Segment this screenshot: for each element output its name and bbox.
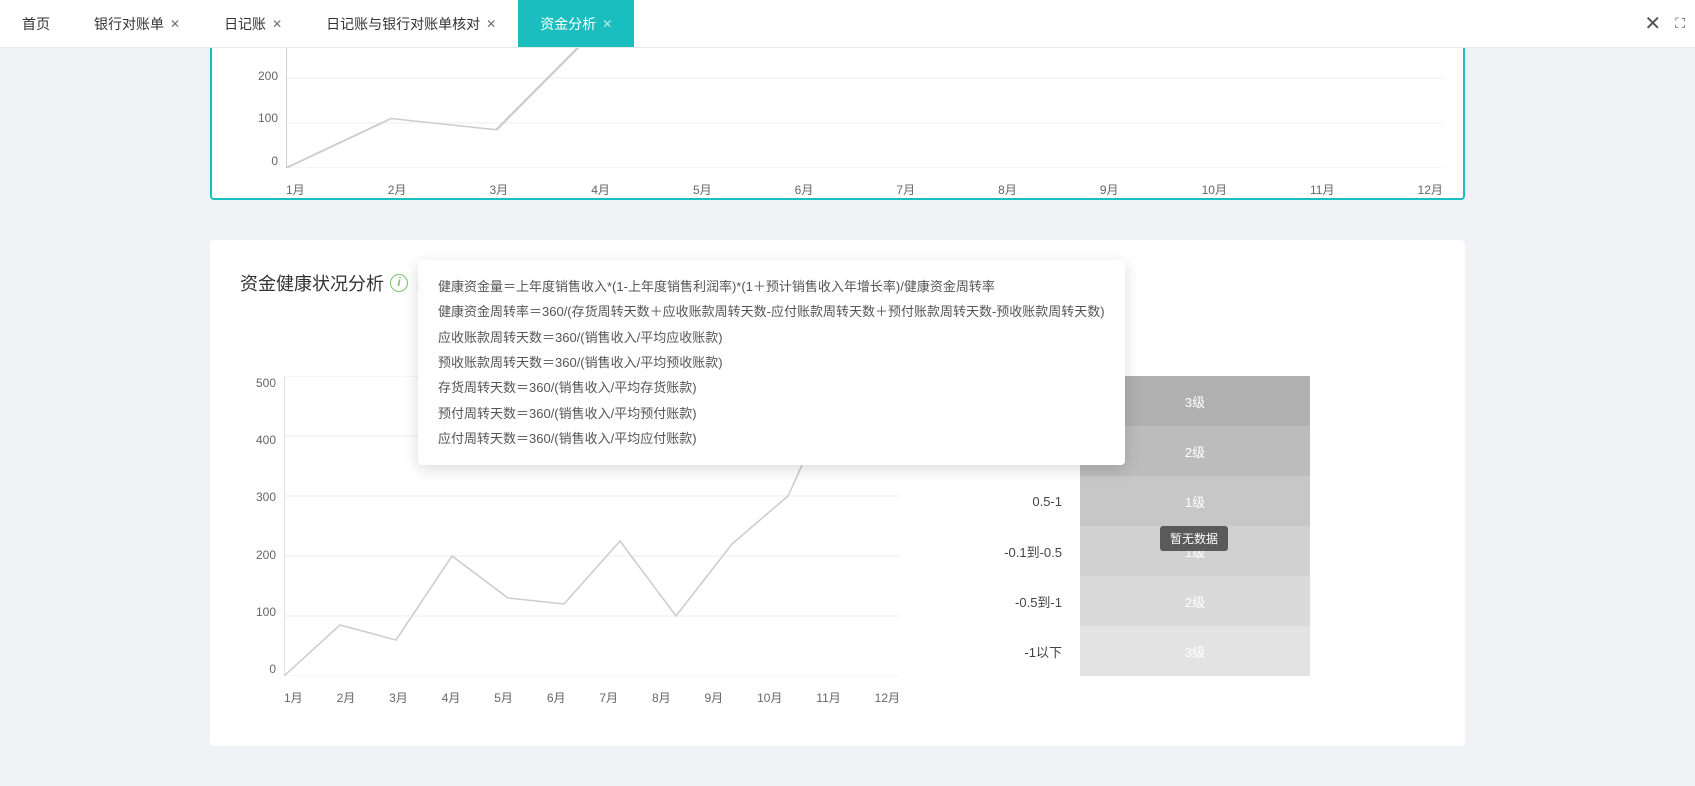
level-row: 0.5-11级	[930, 476, 1310, 526]
tabbar-right-controls: ✕ ⛶	[1644, 0, 1695, 47]
tooltip-line: 健康资金周转率＝360/(存货周转天数＋应收账款周转天数-应付账款周转天数＋预付…	[438, 299, 1105, 324]
close-icon[interactable]: ✕	[486, 17, 496, 31]
level-badge: 1级	[1080, 476, 1310, 526]
level-badge: 2级	[1080, 576, 1310, 626]
close-icon[interactable]: ✕	[170, 17, 180, 31]
tab-label: 日记账与银行对账单核对	[326, 14, 480, 34]
no-data-badge: 暂无数据	[1160, 526, 1228, 551]
x-tick-label: 10月	[1202, 181, 1227, 198]
x-tick-label: 2月	[388, 181, 407, 198]
close-all-icon[interactable]: ✕	[1644, 11, 1661, 36]
tooltip-line: 应付周转天数＝360/(销售收入/平均应付账款)	[438, 426, 1105, 451]
level-row: -0.1到-0.51级	[930, 526, 1310, 576]
x-tick-label: 9月	[705, 689, 724, 706]
lower-chart-xaxis: 1月 2月 3月 4月 5月 6月 7月 8月 9月 10月 11月 12月	[284, 689, 900, 706]
tab-label: 日记账	[224, 14, 266, 34]
y-tick-label: 500	[256, 376, 276, 390]
tab-bank-statement[interactable]: 银行对账单 ✕	[72, 0, 202, 47]
level-range-label: -0.1到-0.5	[930, 526, 1080, 576]
x-tick-label: 7月	[599, 689, 618, 706]
info-icon[interactable]: i	[390, 274, 408, 292]
x-tick-label: 1月	[284, 689, 303, 706]
x-tick-label: 2月	[337, 689, 356, 706]
x-tick-label: 12月	[875, 689, 900, 706]
x-tick-label: 11月	[1310, 181, 1334, 198]
tab-label: 首页	[22, 14, 50, 34]
y-tick-label: 0	[269, 662, 276, 676]
expand-icon[interactable]: ⛶	[1675, 15, 1685, 32]
tooltip-line: 存货周转天数＝360/(销售收入/平均存货账款)	[438, 375, 1105, 400]
lower-chart-yaxis: 500 400 300 200 100 0	[240, 376, 276, 676]
tabbar: 首页 银行对账单 ✕ 日记账 ✕ 日记账与银行对账单核对 ✕ 资金分析 ✕ ✕ …	[0, 0, 1695, 48]
x-tick-label: 6月	[547, 689, 566, 706]
x-tick-label: 8月	[998, 181, 1017, 198]
tab-label: 资金分析	[540, 14, 596, 34]
tab-label: 银行对账单	[94, 14, 164, 34]
tab-journal[interactable]: 日记账 ✕	[202, 0, 304, 47]
tooltip-line: 预付周转天数＝360/(销售收入/平均预付账款)	[438, 401, 1105, 426]
x-tick-label: 3月	[489, 181, 508, 198]
y-tick-label: 200	[256, 548, 276, 562]
level-badge: 3级	[1080, 626, 1310, 676]
x-tick-label: 5月	[494, 689, 513, 706]
level-row: -0.5到-12级	[930, 576, 1310, 626]
x-tick-label: 10月	[757, 689, 782, 706]
y-tick-label: 100	[256, 605, 276, 619]
upper-chart-card: 6005004003002001000 1月2月3月4月5月6月7月8月9月10…	[210, 48, 1465, 200]
tab-reconcile[interactable]: 日记账与银行对账单核对 ✕	[304, 0, 518, 47]
tooltip-line: 健康资金量＝上年度销售收入*(1-上年度销售利润率)*(1＋预计销售收入年增长率…	[438, 274, 1105, 299]
x-tick-label: 1月	[286, 181, 305, 198]
y-tick-label: 200	[258, 69, 278, 83]
tooltip-line: 应收账款周转天数＝360/(销售收入/平均应收账款)	[438, 325, 1105, 350]
x-tick-label: 8月	[652, 689, 671, 706]
x-tick-label: 11月	[816, 689, 840, 706]
y-tick-label: 400	[256, 433, 276, 447]
upper-chart-xaxis: 1月 2月 3月 4月 5月 6月 7月 8月 9月 10月 11月 12月	[286, 181, 1443, 198]
upper-line-chart: 6005004003002001000 1月2月3月4月5月6月7月8月9月10…	[242, 48, 1443, 198]
level-range-label: -1以下	[930, 626, 1080, 676]
y-tick-label: 0	[271, 154, 278, 168]
level-range-label: 0.5-1	[930, 476, 1080, 526]
level-row: -1以下3级	[930, 626, 1310, 676]
x-tick-label: 5月	[693, 181, 712, 198]
close-icon[interactable]: ✕	[602, 17, 612, 31]
formula-tooltip: 健康资金量＝上年度销售收入*(1-上年度销售利润率)*(1＋预计销售收入年增长率…	[418, 260, 1125, 465]
close-icon[interactable]: ✕	[272, 17, 282, 31]
x-tick-label: 3月	[389, 689, 408, 706]
y-tick-label: 300	[256, 490, 276, 504]
x-tick-label: 9月	[1100, 181, 1119, 198]
section-title-text: 资金健康状况分析	[240, 270, 384, 296]
x-tick-label: 12月	[1418, 181, 1443, 198]
level-range-label: -0.5到-1	[930, 576, 1080, 626]
x-tick-label: 7月	[896, 181, 915, 198]
tab-funds-analysis[interactable]: 资金分析 ✕	[518, 0, 634, 47]
health-analysis-card: 资金健康状况分析 i 健康资金量＝上年度销售收入*(1-上年度销售利润率)*(1…	[210, 240, 1465, 746]
x-tick-label: 4月	[442, 689, 461, 706]
x-tick-label: 6月	[795, 181, 814, 198]
tooltip-line: 预收账款周转天数＝360/(销售收入/平均预收账款)	[438, 350, 1105, 375]
y-tick-label: 100	[258, 111, 278, 125]
x-tick-label: 4月	[591, 181, 610, 198]
upper-chart-yaxis: 6005004003002001000	[242, 48, 278, 168]
tab-home[interactable]: 首页	[0, 0, 72, 47]
page: 6005004003002001000 1月2月3月4月5月6月7月8月9月10…	[0, 48, 1695, 786]
